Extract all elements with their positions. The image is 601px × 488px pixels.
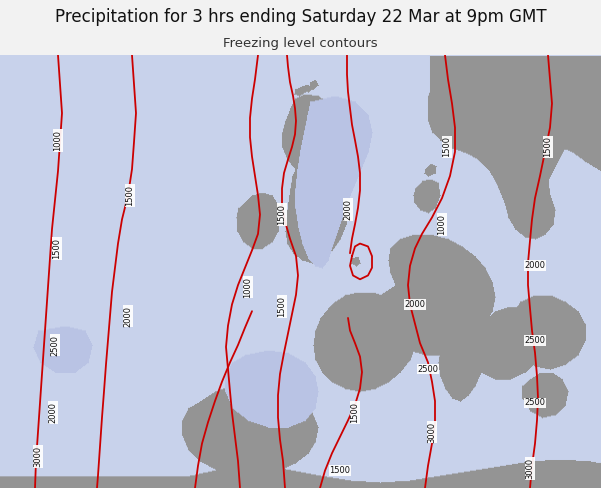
Text: 1500: 1500 [442, 137, 451, 158]
Text: 1500: 1500 [278, 204, 287, 225]
Text: 2500: 2500 [418, 365, 439, 374]
Text: 2000: 2000 [49, 402, 58, 423]
Text: 1500: 1500 [350, 402, 359, 423]
Text: 3000: 3000 [525, 458, 534, 479]
Text: 1000: 1000 [438, 214, 447, 235]
Text: 2000: 2000 [344, 199, 353, 220]
Text: 1500: 1500 [543, 137, 552, 158]
Text: 2000: 2000 [123, 305, 132, 326]
Text: 1000: 1000 [53, 130, 63, 151]
Text: 3000: 3000 [34, 446, 43, 467]
Text: 2000: 2000 [404, 300, 426, 309]
Text: 1500: 1500 [52, 238, 61, 259]
Text: 2500: 2500 [525, 336, 546, 345]
Text: 1500: 1500 [278, 296, 287, 317]
Text: 2500: 2500 [50, 334, 59, 355]
Text: 2500: 2500 [525, 399, 546, 407]
Text: Freezing level contours: Freezing level contours [223, 37, 378, 49]
Text: 2000: 2000 [525, 261, 546, 270]
Text: 1500: 1500 [329, 466, 350, 475]
Text: Precipitation for 3 hrs ending Saturday 22 Mar at 9pm GMT: Precipitation for 3 hrs ending Saturday … [55, 7, 546, 25]
Text: 1000: 1000 [243, 277, 252, 298]
Text: 3000: 3000 [427, 422, 436, 443]
Text: 1500: 1500 [126, 185, 135, 206]
